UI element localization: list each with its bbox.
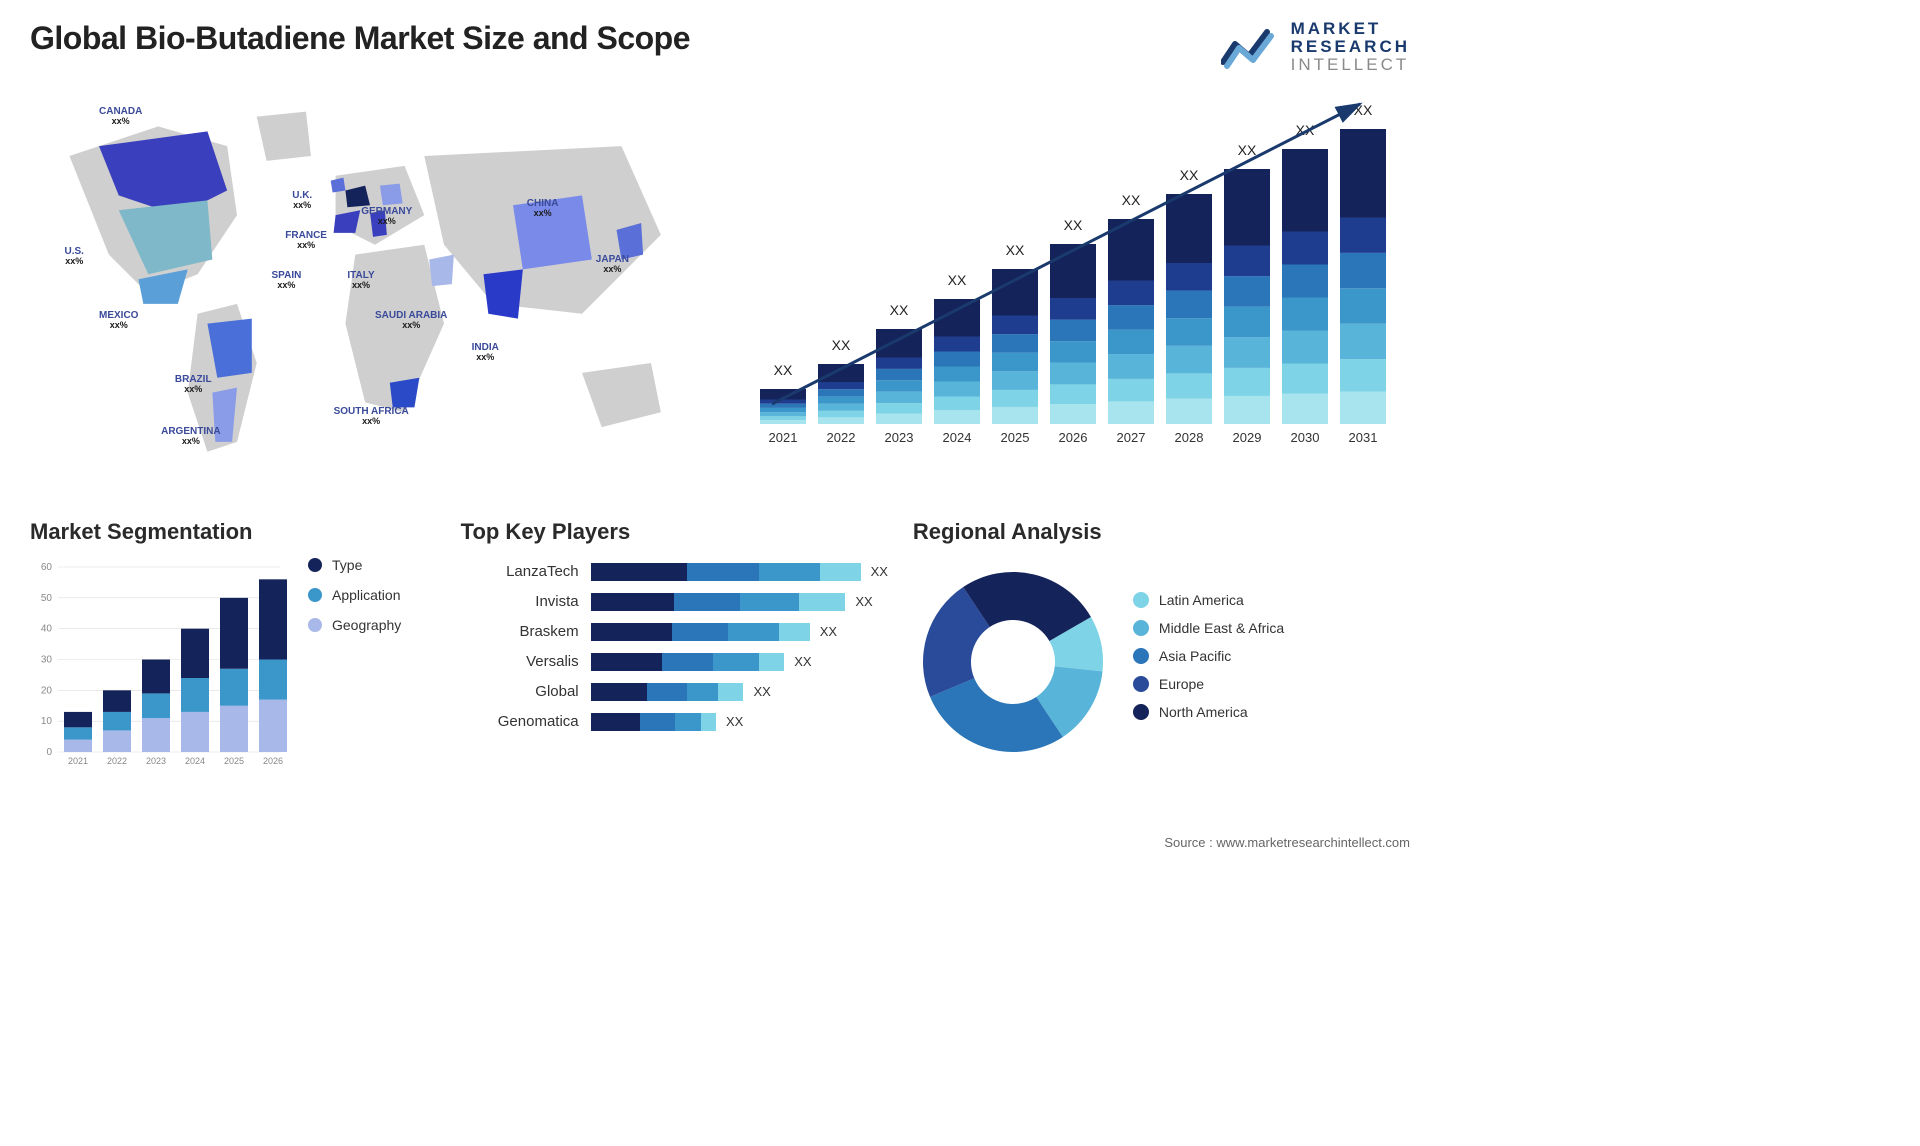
legend-item: Type bbox=[308, 557, 401, 573]
player-bar-row: XX bbox=[591, 707, 893, 737]
country-label: U.K.xx% bbox=[292, 190, 312, 211]
svg-text:2029: 2029 bbox=[1233, 430, 1262, 445]
logo-line2: RESEARCH bbox=[1291, 38, 1410, 56]
player-value: XX bbox=[726, 714, 743, 729]
svg-text:2024: 2024 bbox=[185, 756, 205, 766]
svg-text:2027: 2027 bbox=[1117, 430, 1146, 445]
country-label: INDIAxx% bbox=[472, 342, 499, 363]
brand-logo: MARKET RESEARCH INTELLECT bbox=[1221, 20, 1410, 74]
country-label: BRAZILxx% bbox=[175, 374, 212, 395]
svg-text:2026: 2026 bbox=[263, 756, 283, 766]
logo-mark-icon bbox=[1221, 22, 1281, 72]
key-players-title: Top Key Players bbox=[461, 519, 893, 545]
player-bar-row: XX bbox=[591, 677, 893, 707]
player-name: Global bbox=[461, 677, 579, 707]
svg-text:2031: 2031 bbox=[1349, 430, 1378, 445]
world-map-icon bbox=[30, 94, 720, 494]
svg-text:2030: 2030 bbox=[1291, 430, 1320, 445]
svg-text:2025: 2025 bbox=[1001, 430, 1030, 445]
country-label: ITALYxx% bbox=[347, 270, 374, 291]
svg-text:2025: 2025 bbox=[224, 756, 244, 766]
svg-text:30: 30 bbox=[41, 654, 53, 665]
player-value: XX bbox=[794, 654, 811, 669]
svg-text:2022: 2022 bbox=[827, 430, 856, 445]
logo-line1: MARKET bbox=[1291, 20, 1410, 38]
player-value: XX bbox=[820, 624, 837, 639]
country-label: SPAINxx% bbox=[272, 270, 302, 291]
player-name: LanzaTech bbox=[461, 557, 579, 587]
key-players-section: Top Key Players LanzaTechInvistaBraskemV… bbox=[461, 519, 893, 799]
country-label: ARGENTINAxx% bbox=[161, 426, 220, 447]
player-bar-row: XX bbox=[591, 647, 893, 677]
svg-text:XX: XX bbox=[948, 272, 967, 288]
svg-text:60: 60 bbox=[41, 562, 53, 573]
svg-text:XX: XX bbox=[1238, 142, 1257, 158]
key-players-bars: XX XX XX XX XX XX bbox=[591, 557, 893, 737]
logo-line3: INTELLECT bbox=[1291, 56, 1410, 74]
segmentation-bar-chart: 0 10 20 30 40 50 60 2021 2022 2023 2024 2025 2026 bbox=[30, 557, 290, 777]
svg-text:2023: 2023 bbox=[146, 756, 166, 766]
player-bar-row: XX bbox=[591, 617, 893, 647]
svg-text:2028: 2028 bbox=[1175, 430, 1204, 445]
svg-text:XX: XX bbox=[1064, 217, 1083, 233]
country-label: CANADAxx% bbox=[99, 106, 142, 127]
legend-item: Geography bbox=[308, 617, 401, 633]
country-label: FRANCExx% bbox=[285, 230, 327, 251]
regional-title: Regional Analysis bbox=[913, 519, 1410, 545]
player-bar-row: XX bbox=[591, 557, 893, 587]
country-label: MEXICOxx% bbox=[99, 310, 138, 331]
svg-text:XX: XX bbox=[1180, 167, 1199, 183]
main-growth-chart: 2021 XX 2022 XX 2023 XX 2024 XX 2025 XX 2026 XX 2027… bbox=[750, 94, 1410, 494]
svg-text:2021: 2021 bbox=[769, 430, 798, 445]
player-name: Genomatica bbox=[461, 707, 579, 737]
country-label: SAUDI ARABIAxx% bbox=[375, 310, 447, 331]
svg-text:20: 20 bbox=[41, 685, 53, 696]
svg-text:XX: XX bbox=[774, 362, 793, 378]
regional-legend: Latin America Middle East & Africa Asia Pa… bbox=[1133, 592, 1284, 732]
svg-text:2022: 2022 bbox=[107, 756, 127, 766]
svg-text:50: 50 bbox=[41, 592, 53, 603]
country-label: CHINAxx% bbox=[527, 198, 559, 219]
country-label: JAPANxx% bbox=[596, 254, 629, 275]
player-bar-row: XX bbox=[591, 587, 893, 617]
growth-bar-chart: 2021 XX 2022 XX 2023 XX 2024 XX 2025 XX 2026 XX 2027… bbox=[750, 94, 1410, 464]
legend-item: Asia Pacific bbox=[1133, 648, 1284, 664]
svg-text:XX: XX bbox=[832, 337, 851, 353]
svg-text:2026: 2026 bbox=[1059, 430, 1088, 445]
legend-item: North America bbox=[1133, 704, 1284, 720]
source-attribution: Source : www.marketresearchintellect.com bbox=[1164, 835, 1410, 850]
regional-section: Regional Analysis Latin America Middle Ea… bbox=[913, 519, 1410, 799]
page-title: Global Bio-Butadiene Market Size and Sco… bbox=[30, 20, 690, 57]
player-value: XX bbox=[855, 594, 872, 609]
legend-item: Application bbox=[308, 587, 401, 603]
player-value: XX bbox=[753, 684, 770, 699]
svg-text:0: 0 bbox=[46, 747, 52, 758]
key-players-labels: LanzaTechInvistaBraskemVersalisGlobalGen… bbox=[461, 557, 591, 737]
svg-text:2024: 2024 bbox=[943, 430, 972, 445]
segmentation-section: Market Segmentation 0 10 20 30 40 50 60 2021 202… bbox=[30, 519, 441, 799]
player-name: Braskem bbox=[461, 617, 579, 647]
country-label: SOUTH AFRICAxx% bbox=[334, 406, 409, 427]
svg-text:40: 40 bbox=[41, 623, 53, 634]
legend-item: Latin America bbox=[1133, 592, 1284, 608]
player-name: Invista bbox=[461, 587, 579, 617]
player-name: Versalis bbox=[461, 647, 579, 677]
legend-item: Europe bbox=[1133, 676, 1284, 692]
country-label: U.S.xx% bbox=[65, 246, 84, 267]
svg-text:XX: XX bbox=[1006, 242, 1025, 258]
segmentation-legend: Type Application Geography bbox=[308, 557, 401, 777]
svg-text:XX: XX bbox=[1122, 192, 1141, 208]
svg-text:2023: 2023 bbox=[885, 430, 914, 445]
svg-text:10: 10 bbox=[41, 716, 53, 727]
player-value: XX bbox=[871, 564, 888, 579]
world-map-panel: CANADAxx% U.S.xx% MEXICOxx% BRAZILxx% ARGENT… bbox=[30, 94, 720, 494]
country-label: GERMANYxx% bbox=[361, 206, 412, 227]
segmentation-title: Market Segmentation bbox=[30, 519, 441, 545]
svg-text:2021: 2021 bbox=[68, 756, 88, 766]
regional-donut-chart bbox=[913, 557, 1113, 767]
legend-item: Middle East & Africa bbox=[1133, 620, 1284, 636]
svg-text:XX: XX bbox=[890, 302, 909, 318]
